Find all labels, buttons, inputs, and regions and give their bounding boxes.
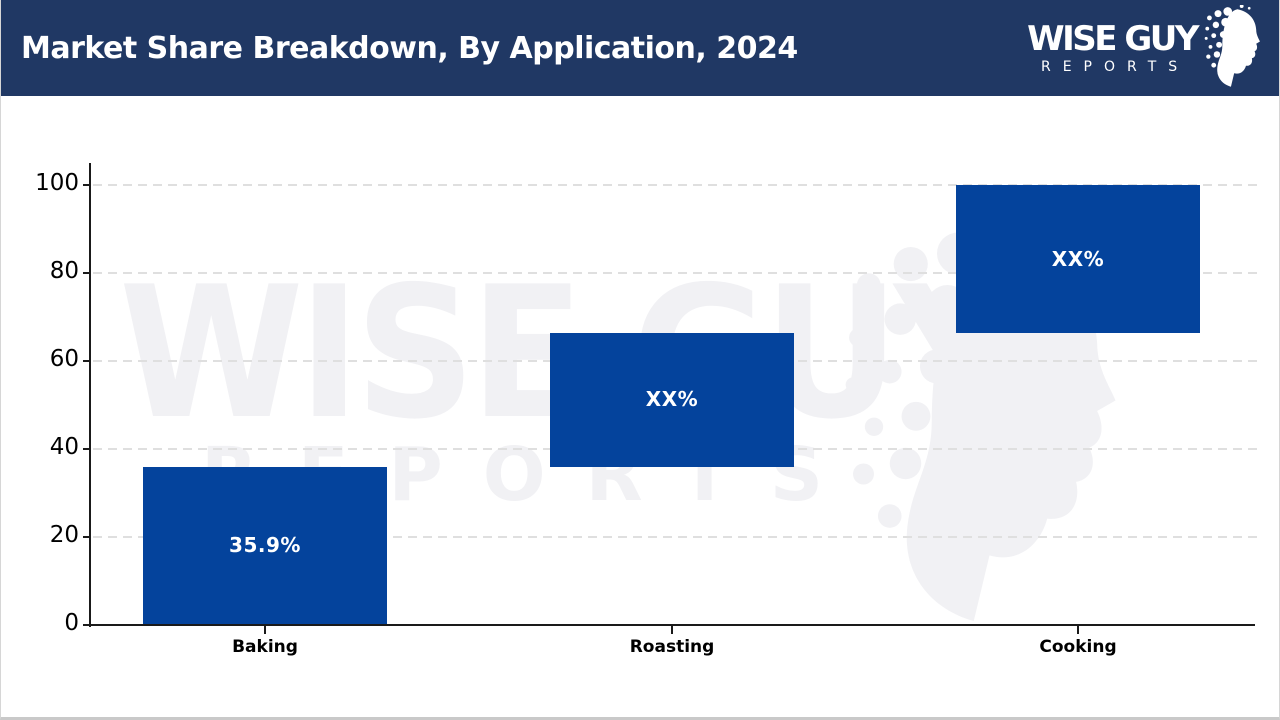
logo-wordmark: WISE GUY [1027, 19, 1199, 59]
wiseguy-logo: WISE GUY REPORTS [1027, 5, 1265, 91]
logo-subtitle: REPORTS [1040, 59, 1190, 75]
y-tick-label: 60 [49, 346, 79, 372]
y-gridline [93, 184, 1263, 186]
x-tick-mark [264, 626, 266, 634]
bar-baking [143, 467, 387, 625]
header: Market Share Breakdown, By Application, … [1, 0, 1279, 96]
bar-value-label: 35.9% [229, 533, 301, 558]
y-axis-line [89, 163, 91, 627]
y-tick-mark [83, 448, 91, 450]
wiseguy-logo-text: WISE GUY REPORTS [1027, 19, 1199, 75]
x-tick-mark [671, 626, 673, 634]
y-tick-mark [83, 536, 91, 538]
y-tick-label: 0 [64, 610, 79, 636]
page-title: Market Share Breakdown, By Application, … [21, 30, 798, 66]
bar-value-label: XX% [1051, 247, 1105, 271]
y-tick-mark [83, 624, 91, 626]
x-axis-line [89, 624, 1255, 626]
y-tick-mark [83, 360, 91, 362]
y-tick-mark [83, 184, 91, 186]
x-category-label: Cooking [1039, 637, 1117, 657]
y-gridline [93, 272, 1263, 274]
y-tick-label: 80 [49, 258, 79, 284]
bar-roasting [550, 333, 794, 468]
y-tick-mark [83, 272, 91, 274]
x-category-label: Roasting [629, 637, 715, 657]
bar-value-label: XX% [645, 387, 699, 412]
y-tick-label: 40 [49, 434, 79, 460]
wiseguy-face-icon [1204, 5, 1260, 87]
x-category-label: Baking [232, 637, 298, 657]
x-tick-mark [1077, 626, 1079, 634]
y-gridline [93, 536, 1263, 538]
y-tick-label: 100 [35, 170, 79, 196]
y-tick-label: 20 [49, 522, 79, 548]
